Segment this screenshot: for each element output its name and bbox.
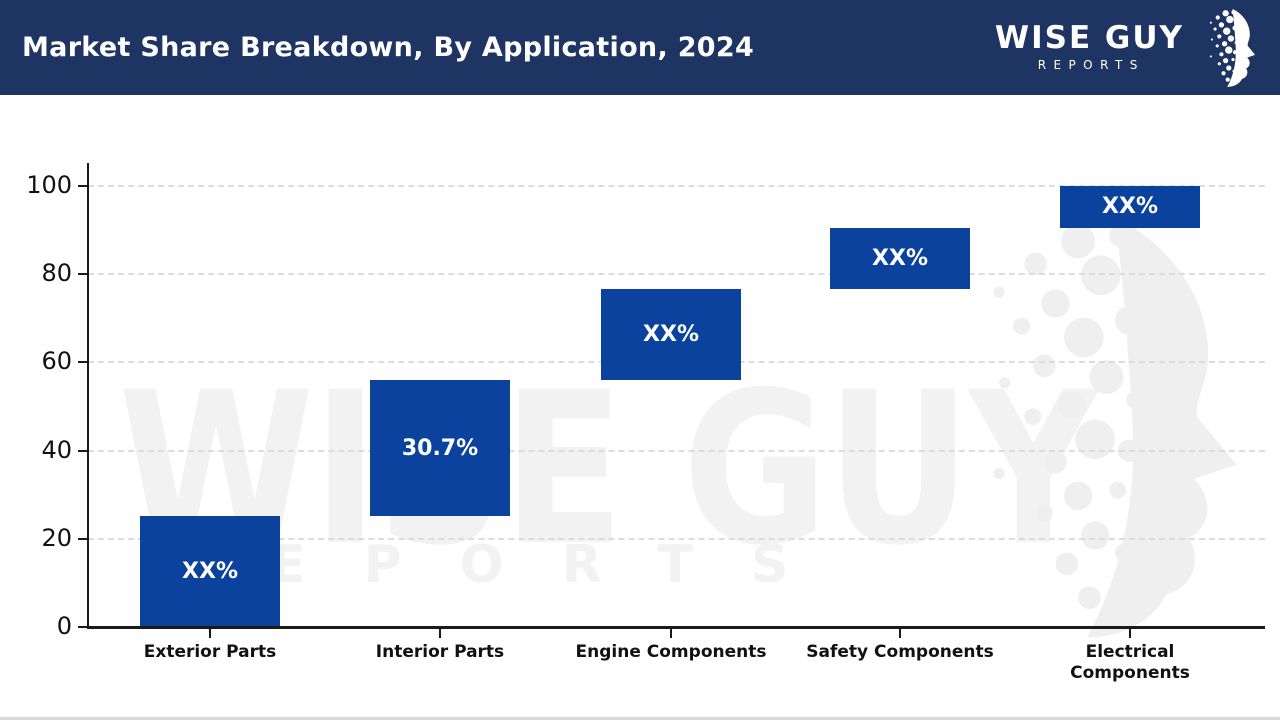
y-tick-label: 20 xyxy=(41,523,72,552)
bar-value-label: XX% xyxy=(182,558,238,584)
chart-area: WISE GUY REPORTS 0 20 40 60 80 100 XX% Exterior… xyxy=(0,95,1280,720)
y-tick-mark xyxy=(78,449,87,452)
y-tick-mark xyxy=(78,185,87,187)
header-bar: Market Share Breakdown, By Application, … xyxy=(0,0,1280,95)
bar-value-label: XX% xyxy=(1102,194,1158,220)
brand-face-icon xyxy=(1209,8,1256,87)
y-tick-mark xyxy=(78,361,87,364)
gridline xyxy=(88,185,1265,187)
y-axis-line xyxy=(87,163,89,629)
y-tick-mark xyxy=(78,537,87,540)
gridline xyxy=(88,449,1265,452)
bar-exterior-parts: XX% xyxy=(140,515,280,627)
bar-value-label: XX% xyxy=(872,245,928,271)
page-title: Market Share Breakdown, By Application, … xyxy=(22,32,755,63)
y-tick-label: 80 xyxy=(41,259,72,288)
bar-interior-parts: 30.7% xyxy=(370,380,510,516)
y-tick-mark xyxy=(78,273,87,276)
bar-engine-components: XX% xyxy=(601,288,741,381)
x-tick-label: Exterior Parts xyxy=(143,642,277,662)
brand-logo: WISE GUY REPORTS xyxy=(995,8,1258,88)
brand-name: WISE GUY xyxy=(994,20,1184,56)
x-tick-mark xyxy=(209,629,211,638)
x-tick-label: Safety Components xyxy=(806,642,994,662)
y-tick-label: 40 xyxy=(41,435,72,464)
x-tick-label: Electrical Components xyxy=(1070,642,1190,684)
x-tick-mark xyxy=(1129,629,1131,638)
x-tick-label: Engine Components xyxy=(575,642,767,662)
y-tick-label: 0 xyxy=(56,612,72,640)
x-axis-line xyxy=(87,626,1265,629)
bar-value-label: XX% xyxy=(643,322,699,348)
x-tick-label: Interior Parts xyxy=(375,642,505,662)
x-tick-mark xyxy=(439,629,441,638)
bar-electrical-components: XX% xyxy=(1060,186,1200,228)
gridline xyxy=(88,537,1265,540)
x-tick-mark xyxy=(670,629,672,638)
y-tick-label: 60 xyxy=(41,347,72,376)
brand-text: WISE GUY REPORTS xyxy=(994,20,1184,73)
watermark-text: WISE GUY xyxy=(118,347,1098,592)
y-tick-mark xyxy=(78,626,87,628)
brand-tagline: REPORTS xyxy=(1037,58,1145,72)
gridline xyxy=(88,273,1265,276)
y-tick-label: 100 xyxy=(26,171,72,199)
bar-safety-components: XX% xyxy=(830,227,970,289)
x-tick-mark xyxy=(899,629,901,638)
bar-value-label: 30.7% xyxy=(401,435,479,461)
footer-divider xyxy=(0,717,1280,720)
